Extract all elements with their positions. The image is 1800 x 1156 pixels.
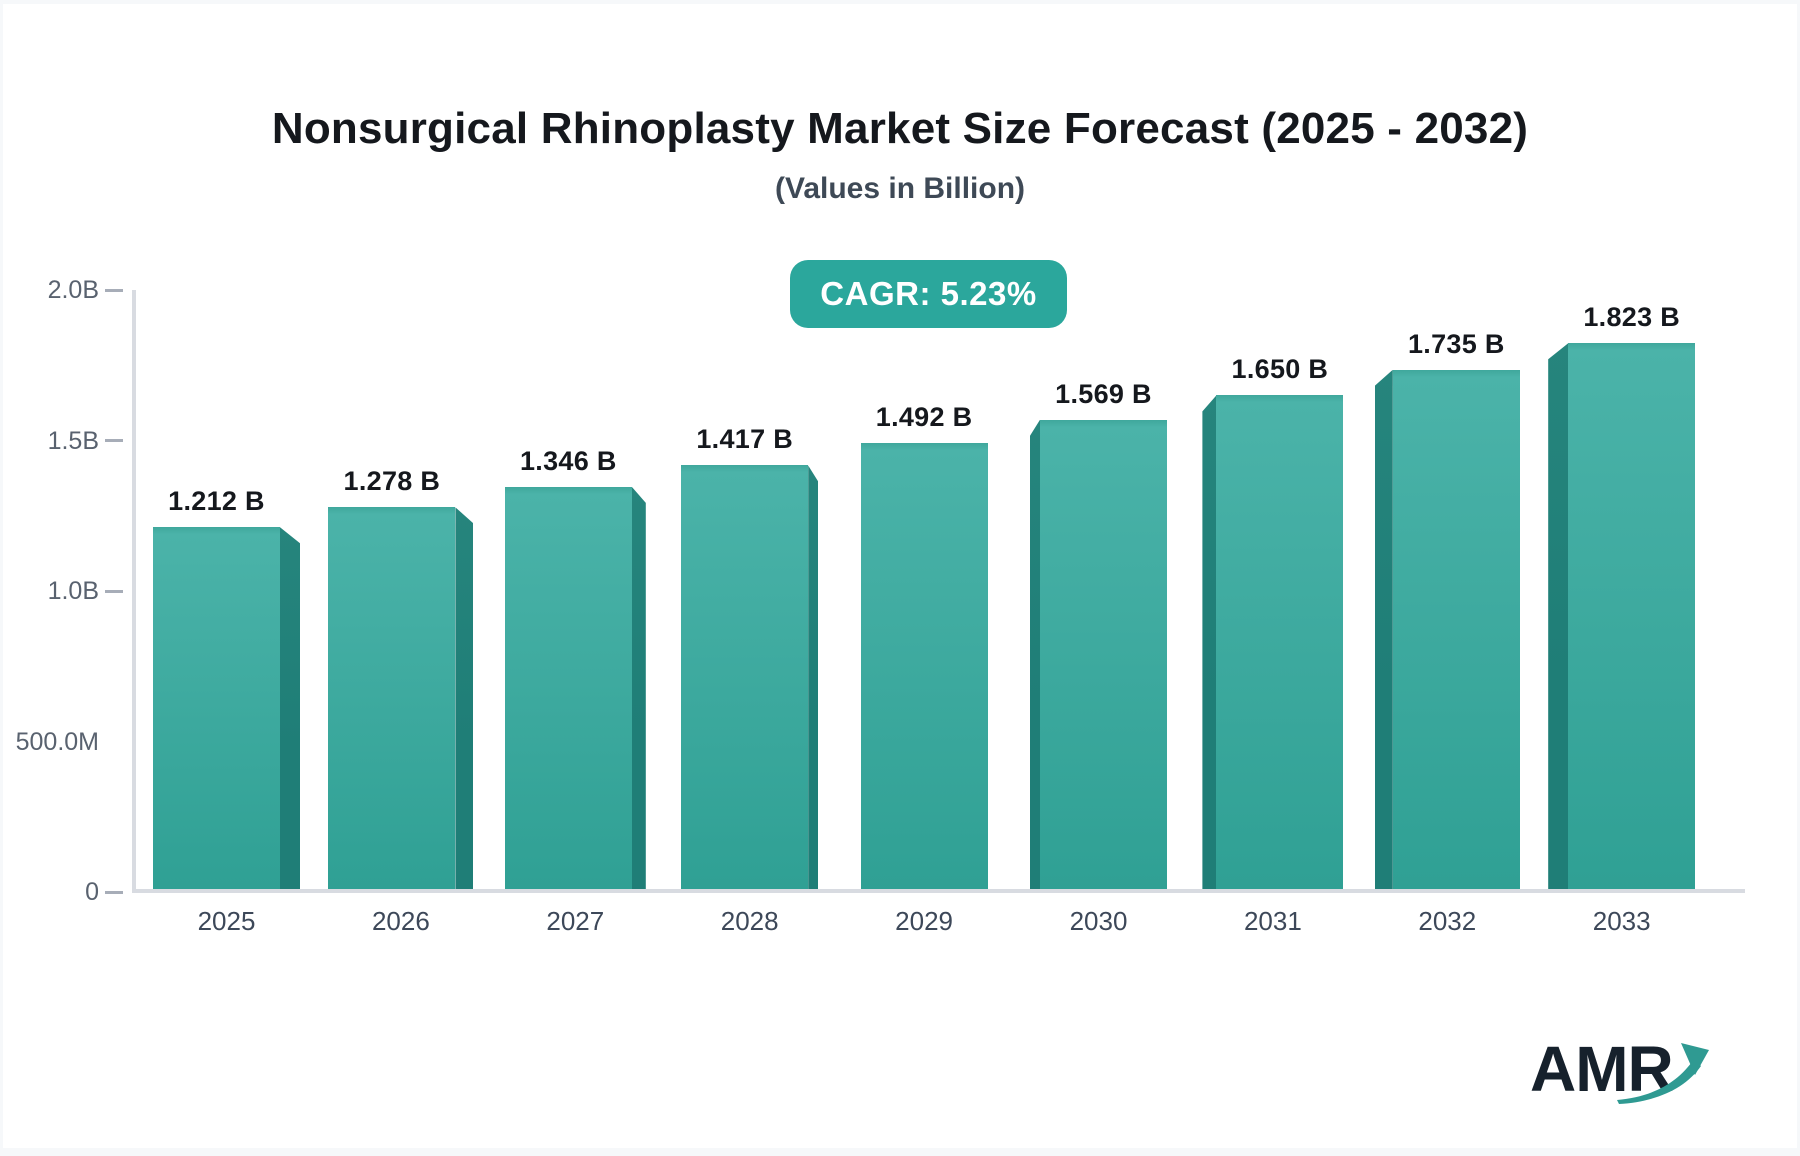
x-axis-label-2027: 2027 (546, 906, 605, 936)
bar-value-label-2032: 1.735 B (1407, 328, 1505, 359)
bar-2026[interactable] (328, 507, 456, 892)
bar-value-label-2028: 1.417 B (696, 424, 794, 455)
y-axis-tick-mark (105, 439, 123, 442)
x-axis-label-2029: 2029 (895, 906, 954, 936)
bar-2026-side-face (455, 507, 474, 892)
bar-2025[interactable] (153, 527, 280, 892)
y-axis-tick-label: 1.5B (47, 426, 99, 455)
x-axis-label-2028: 2028 (720, 906, 779, 936)
bar-value-label-2033: 1.823 B (1583, 302, 1681, 333)
growth-arrow-icon (1617, 1043, 1709, 1104)
bar-2030-side-face (1030, 419, 1040, 892)
bar-value-label-2026: 1.278 B (343, 466, 441, 497)
y-axis-tick-label: 0 (85, 878, 99, 906)
bar-value-label-2027: 1.346 B (519, 445, 617, 476)
bar-value-label-2029: 1.492 B (875, 401, 973, 432)
y-axis-tick-mark (105, 288, 123, 292)
bar-2028[interactable] (681, 465, 809, 892)
y-axis-tick-mark (105, 890, 123, 894)
y-axis-tick-label: 500.0M (15, 727, 99, 756)
x-axis-line (132, 889, 1745, 893)
bar-2033-side-face (1548, 343, 1569, 892)
bar-2027[interactable] (504, 486, 632, 892)
y-axis-tick-label: 2.0B (47, 276, 99, 304)
y-axis-line (132, 290, 136, 892)
x-axis-label-2030: 2030 (1069, 906, 1128, 936)
bar-2032[interactable] (1392, 369, 1520, 892)
bar-2032-side-face (1374, 369, 1393, 892)
page-subtitle: (Values in Billion) (774, 172, 1026, 205)
amr-logo-text: AMR (1530, 1033, 1674, 1105)
bar-2025-side-face (280, 527, 300, 892)
cagr-badge: CAGR: 5.23% (790, 260, 1067, 328)
bar-2031[interactable] (1216, 395, 1344, 892)
y-axis-tick-label: 1.0B (47, 577, 99, 605)
bar-2027-side-face (631, 486, 646, 892)
x-axis-label-2025: 2025 (197, 906, 256, 936)
x-axis-label-2033: 2033 (1592, 906, 1651, 936)
chart-card: Nonsurgical Rhinoplasty Market Size Fore… (3, 4, 1797, 1148)
bar-2031-side-face (1202, 395, 1217, 892)
amr-logo: AMR (1523, 1032, 1723, 1116)
y-axis-tick-mark (105, 589, 123, 593)
bar-value-label-2030: 1.569 B (1055, 378, 1152, 409)
bar-value-label-2031: 1.650 B (1231, 354, 1329, 385)
x-axis-label-2031: 2031 (1243, 906, 1302, 936)
bar-2030[interactable] (1040, 419, 1167, 892)
bar-value-label-2025: 1.212 B (168, 486, 265, 517)
bar-2028-side-face (808, 465, 819, 892)
cagr-badge-label: CAGR: 5.23% (820, 275, 1037, 312)
x-axis-label-2032: 2032 (1418, 906, 1477, 936)
bar-2029[interactable] (860, 442, 988, 892)
x-axis-label-2026: 2026 (371, 906, 430, 936)
bar-2033[interactable] (1568, 343, 1696, 892)
page-title: Nonsurgical Rhinoplasty Market Size Fore… (271, 104, 1529, 153)
